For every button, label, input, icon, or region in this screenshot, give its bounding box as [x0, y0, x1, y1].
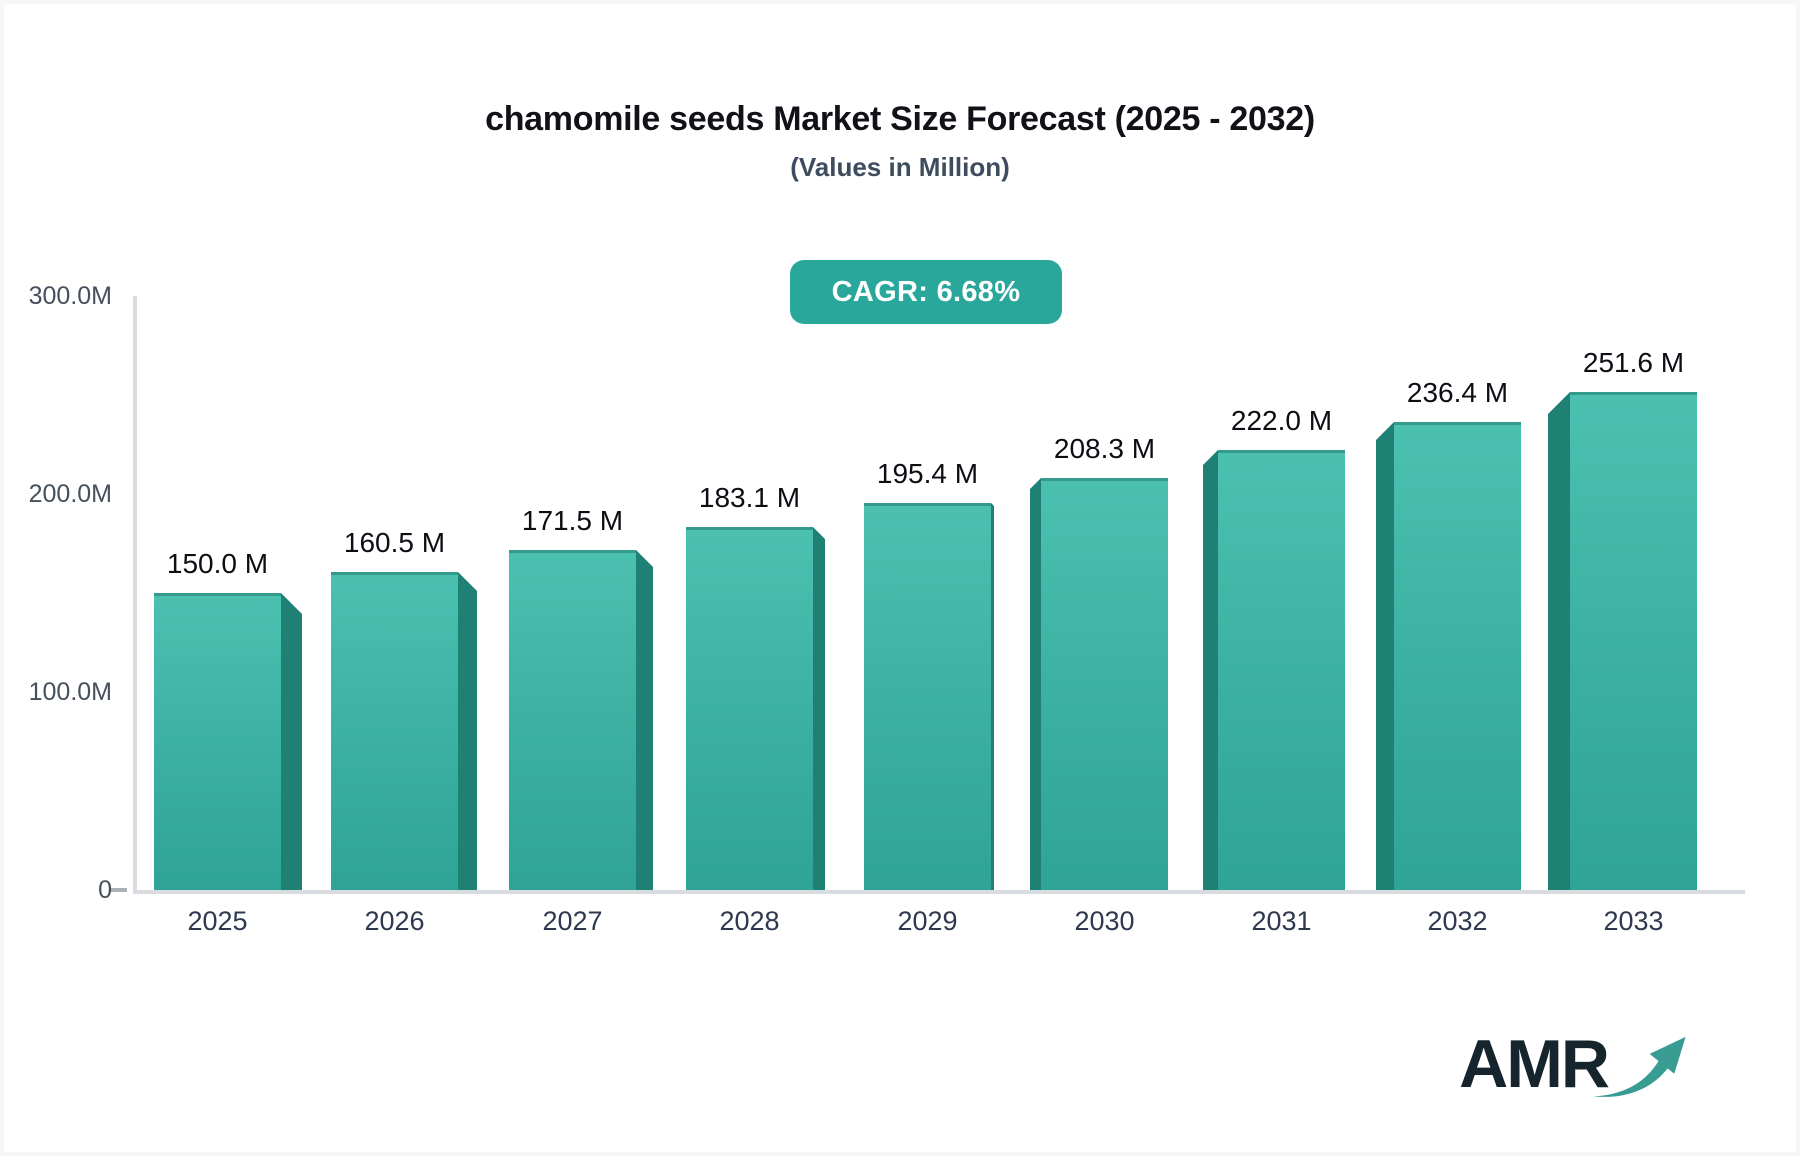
x-tick-label-2031: 2031 [1251, 906, 1312, 936]
x-tick-label-2033: 2033 [1603, 906, 1664, 936]
bar-value-label-2029: 195.4 M [876, 458, 979, 489]
bar-value-label-2031: 222.0 M [1230, 405, 1333, 436]
bar-side-face-2030 [1030, 478, 1041, 890]
cagr-badge: CAGR: 6.68% [790, 260, 1062, 324]
bar-2030 [1041, 478, 1168, 890]
bar-2028 [686, 527, 813, 890]
chart-subtitle: (Values in Million) [790, 152, 1010, 182]
chart-title: chamomile seeds Market Size Forecast (20… [485, 100, 1315, 138]
y-tick-label-300: 300.0M [28, 282, 112, 310]
y-tick-label-100: 100.0M [28, 678, 112, 706]
y-tick-label-200: 200.0M [28, 480, 112, 508]
bar-value-label-2026: 160.5 M [343, 527, 446, 558]
x-tick-label-2028: 2028 [719, 906, 780, 936]
bar-side-face-2033 [1548, 392, 1570, 890]
x-tick-label-2029: 2029 [897, 906, 958, 936]
bar-value-label-2030: 208.3 M [1053, 433, 1156, 464]
x-tick-label-2032: 2032 [1427, 906, 1488, 936]
bar-value-label-2027: 171.5 M [521, 505, 624, 536]
bar-2025 [154, 593, 281, 890]
growth-arrow-icon [1593, 1036, 1686, 1097]
zero-tick-mark [110, 888, 127, 892]
bar-side-face-2029 [991, 503, 994, 890]
bar-side-face-2031 [1203, 450, 1218, 890]
bar-2029 [864, 503, 991, 890]
x-axis-line [133, 890, 1745, 894]
y-axis-line [133, 296, 137, 890]
x-tick-label-2026: 2026 [364, 906, 425, 936]
bar-side-face-2026 [458, 572, 477, 890]
bar-side-face-2032 [1376, 422, 1394, 890]
bar-value-label-2025: 150.0 M [166, 548, 269, 579]
bar-2026 [331, 572, 458, 890]
x-tick-label-2025: 2025 [187, 906, 248, 936]
bar-2031 [1218, 450, 1345, 890]
x-tick-label-2030: 2030 [1074, 906, 1135, 936]
bar-2027 [509, 550, 636, 890]
x-tick-label-2027: 2027 [542, 906, 603, 936]
brand-logo: AMR [1459, 1030, 1696, 1108]
bar-value-label-2032: 236.4 M [1406, 377, 1509, 408]
bar-value-label-2028: 183.1 M [698, 482, 801, 513]
cagr-badge-label: CAGR: 6.68% [831, 275, 1021, 308]
bar-2033 [1570, 392, 1697, 890]
bar-2032 [1394, 422, 1521, 890]
bar-side-face-2025 [281, 593, 302, 890]
bar-side-face-2027 [636, 550, 653, 890]
y-tick-label-0: 0 [98, 876, 112, 904]
logo-text: AMR [1459, 1026, 1610, 1102]
chart-card: chamomile seeds Market Size Forecast (20… [4, 4, 1796, 1152]
bar-side-face-2028 [813, 527, 825, 890]
bar-value-label-2033: 251.6 M [1582, 347, 1685, 378]
